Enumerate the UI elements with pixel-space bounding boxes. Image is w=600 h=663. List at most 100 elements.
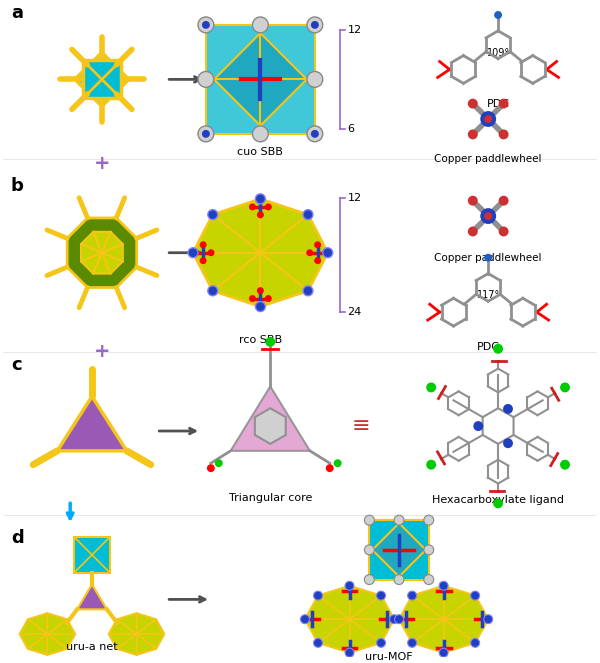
Circle shape bbox=[192, 249, 199, 256]
Circle shape bbox=[484, 212, 492, 220]
Polygon shape bbox=[20, 613, 75, 655]
Circle shape bbox=[256, 194, 265, 204]
Circle shape bbox=[257, 303, 264, 310]
Circle shape bbox=[257, 196, 264, 202]
Polygon shape bbox=[255, 408, 286, 444]
Circle shape bbox=[200, 241, 206, 248]
Circle shape bbox=[468, 99, 478, 109]
Circle shape bbox=[265, 337, 275, 347]
Circle shape bbox=[484, 254, 492, 262]
Circle shape bbox=[484, 615, 493, 624]
Circle shape bbox=[257, 287, 264, 294]
Circle shape bbox=[314, 591, 322, 600]
Circle shape bbox=[314, 257, 321, 264]
Circle shape bbox=[198, 17, 214, 33]
Text: c: c bbox=[11, 355, 22, 374]
Circle shape bbox=[473, 421, 483, 431]
Circle shape bbox=[208, 210, 218, 219]
Circle shape bbox=[426, 383, 436, 392]
Circle shape bbox=[439, 581, 448, 590]
Circle shape bbox=[306, 249, 313, 256]
Circle shape bbox=[301, 615, 310, 624]
Text: 12: 12 bbox=[347, 193, 362, 204]
Circle shape bbox=[364, 575, 374, 585]
Circle shape bbox=[389, 615, 398, 624]
Circle shape bbox=[499, 196, 509, 206]
Circle shape bbox=[208, 286, 218, 296]
Text: 24: 24 bbox=[347, 307, 362, 317]
Circle shape bbox=[253, 126, 268, 142]
Circle shape bbox=[499, 227, 509, 237]
Text: PDC: PDC bbox=[476, 342, 500, 352]
Text: ≡: ≡ bbox=[352, 416, 371, 436]
Circle shape bbox=[480, 208, 496, 224]
Polygon shape bbox=[230, 387, 310, 451]
Circle shape bbox=[311, 130, 319, 138]
Circle shape bbox=[202, 21, 210, 29]
Text: Copper paddlewheel: Copper paddlewheel bbox=[434, 154, 542, 164]
Circle shape bbox=[334, 459, 341, 467]
Circle shape bbox=[249, 204, 256, 210]
Circle shape bbox=[407, 638, 416, 647]
Text: a: a bbox=[11, 4, 23, 22]
Circle shape bbox=[257, 211, 264, 218]
Circle shape bbox=[307, 17, 323, 33]
Text: 12: 12 bbox=[347, 25, 362, 35]
Circle shape bbox=[307, 126, 323, 142]
Text: 6: 6 bbox=[347, 124, 355, 134]
Circle shape bbox=[480, 111, 496, 127]
Polygon shape bbox=[109, 613, 164, 655]
Circle shape bbox=[265, 295, 272, 302]
Circle shape bbox=[424, 545, 434, 555]
Polygon shape bbox=[370, 520, 429, 579]
Circle shape bbox=[307, 72, 323, 88]
Polygon shape bbox=[81, 232, 123, 274]
Text: +: + bbox=[94, 342, 110, 361]
Circle shape bbox=[314, 638, 322, 647]
Text: 117°: 117° bbox=[476, 290, 500, 300]
Circle shape bbox=[326, 464, 334, 472]
Polygon shape bbox=[67, 218, 137, 288]
Circle shape bbox=[207, 464, 215, 472]
Circle shape bbox=[503, 438, 513, 448]
Circle shape bbox=[499, 129, 509, 139]
Circle shape bbox=[494, 11, 502, 19]
Circle shape bbox=[503, 404, 513, 414]
Circle shape bbox=[188, 248, 198, 258]
Circle shape bbox=[303, 286, 313, 296]
Text: rco SBB: rco SBB bbox=[239, 335, 282, 345]
Circle shape bbox=[424, 575, 434, 585]
Circle shape bbox=[249, 295, 256, 302]
Circle shape bbox=[364, 545, 374, 555]
Polygon shape bbox=[77, 585, 107, 609]
Polygon shape bbox=[399, 586, 488, 652]
Circle shape bbox=[345, 581, 354, 590]
Circle shape bbox=[426, 459, 436, 469]
Polygon shape bbox=[193, 199, 328, 306]
Circle shape bbox=[470, 638, 479, 647]
Circle shape bbox=[345, 648, 354, 657]
Circle shape bbox=[256, 302, 265, 312]
Text: PDC: PDC bbox=[487, 99, 509, 109]
Circle shape bbox=[407, 591, 416, 600]
Text: uru-a net: uru-a net bbox=[66, 642, 118, 652]
Circle shape bbox=[394, 515, 404, 525]
Text: Triangular core: Triangular core bbox=[229, 493, 312, 503]
Polygon shape bbox=[373, 523, 426, 577]
Circle shape bbox=[468, 227, 478, 237]
Text: Copper paddlewheel: Copper paddlewheel bbox=[434, 253, 542, 263]
Circle shape bbox=[395, 615, 404, 624]
Text: 109°: 109° bbox=[487, 48, 509, 58]
Circle shape bbox=[314, 241, 321, 248]
Circle shape bbox=[364, 515, 374, 525]
Circle shape bbox=[470, 591, 479, 600]
Circle shape bbox=[424, 515, 434, 525]
Circle shape bbox=[303, 210, 313, 219]
Circle shape bbox=[208, 249, 215, 256]
Text: b: b bbox=[11, 177, 23, 196]
Text: uru-MOF: uru-MOF bbox=[365, 652, 413, 662]
Circle shape bbox=[468, 196, 478, 206]
Circle shape bbox=[499, 99, 509, 109]
Text: d: d bbox=[11, 529, 23, 547]
Circle shape bbox=[439, 648, 448, 657]
